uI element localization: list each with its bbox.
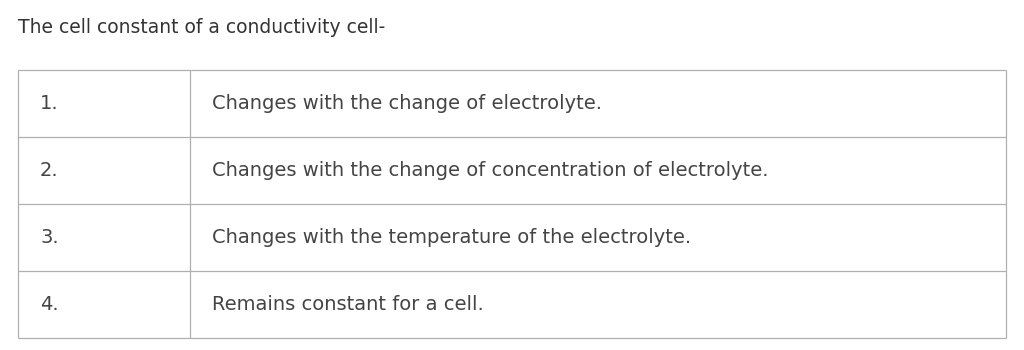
Text: Remains constant for a cell.: Remains constant for a cell.	[212, 295, 483, 314]
Text: The cell constant of a conductivity cell-: The cell constant of a conductivity cell…	[18, 18, 385, 37]
Text: 2.: 2.	[40, 161, 58, 180]
Text: Changes with the change of concentration of electrolyte.: Changes with the change of concentration…	[212, 161, 768, 180]
Text: 4.: 4.	[40, 295, 58, 314]
Text: 3.: 3.	[40, 228, 58, 247]
Text: Changes with the temperature of the electrolyte.: Changes with the temperature of the elec…	[212, 228, 691, 247]
Text: 1.: 1.	[40, 94, 58, 113]
Text: Changes with the change of electrolyte.: Changes with the change of electrolyte.	[212, 94, 602, 113]
